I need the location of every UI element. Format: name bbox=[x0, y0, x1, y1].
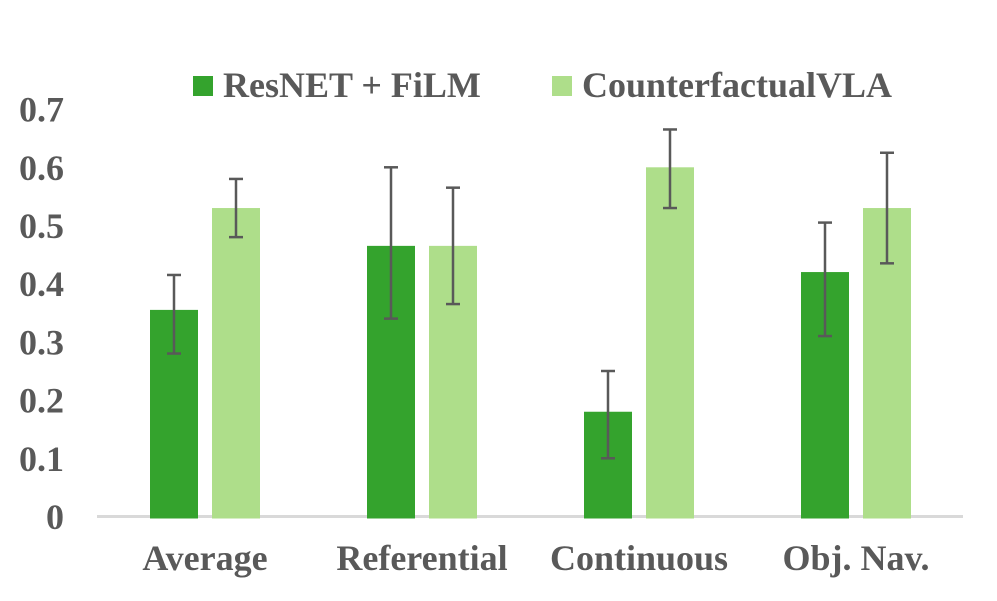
x-axis-label-obj-nav: Obj. Nav. bbox=[782, 538, 929, 578]
bar-counterfactualvla-continuous bbox=[646, 167, 694, 519]
y-tick-label-0: 0 bbox=[46, 497, 64, 537]
legend-label-resnet-film: ResNET + FiLM bbox=[223, 65, 481, 105]
y-tick-label-0-7: 0.7 bbox=[19, 90, 64, 130]
error-bar-resnet-film-referential bbox=[384, 166, 398, 320]
y-tick-label-0-3: 0.3 bbox=[19, 322, 64, 362]
y-tick-label-0-2: 0.2 bbox=[19, 381, 64, 421]
error-bars-group bbox=[167, 128, 894, 460]
bars-group bbox=[150, 167, 911, 519]
y-tick-label-0-6: 0.6 bbox=[19, 148, 64, 188]
error-bar-resnet-film-continuous bbox=[601, 369, 615, 460]
y-tick-label-0-4: 0.4 bbox=[19, 264, 64, 304]
x-axis-category-labels: Average Referential Continuous Obj. Nav. bbox=[142, 538, 929, 578]
y-tick-label-0-5: 0.5 bbox=[19, 206, 64, 246]
x-axis-label-referential: Referential bbox=[336, 538, 507, 578]
error-bar-counterfactualvla-referential bbox=[446, 186, 460, 306]
error-bar-resnet-film-obj-nav bbox=[818, 221, 832, 338]
y-tick-label-0-1: 0.1 bbox=[19, 439, 64, 479]
y-axis-tick-labels: 0 0.1 0.2 0.3 0.4 0.5 0.6 0.7 bbox=[19, 90, 64, 537]
legend-swatch-resnet-film bbox=[193, 76, 213, 96]
x-axis-label-average: Average bbox=[142, 538, 267, 578]
error-bar-counterfactualvla-obj-nav bbox=[880, 151, 894, 265]
legend-swatch-counterfactualvla bbox=[552, 76, 572, 96]
error-bar-counterfactualvla-continuous bbox=[663, 128, 677, 210]
legend-label-counterfactualvla: CounterfactualVLA bbox=[582, 65, 892, 105]
bar-counterfactualvla-average bbox=[212, 208, 260, 519]
error-bar-counterfactualvla-average bbox=[229, 177, 243, 239]
x-axis-label-continuous: Continuous bbox=[550, 538, 728, 578]
error-bar-resnet-film-average bbox=[167, 273, 181, 355]
legend: ResNET + FiLM CounterfactualVLA bbox=[193, 65, 892, 105]
